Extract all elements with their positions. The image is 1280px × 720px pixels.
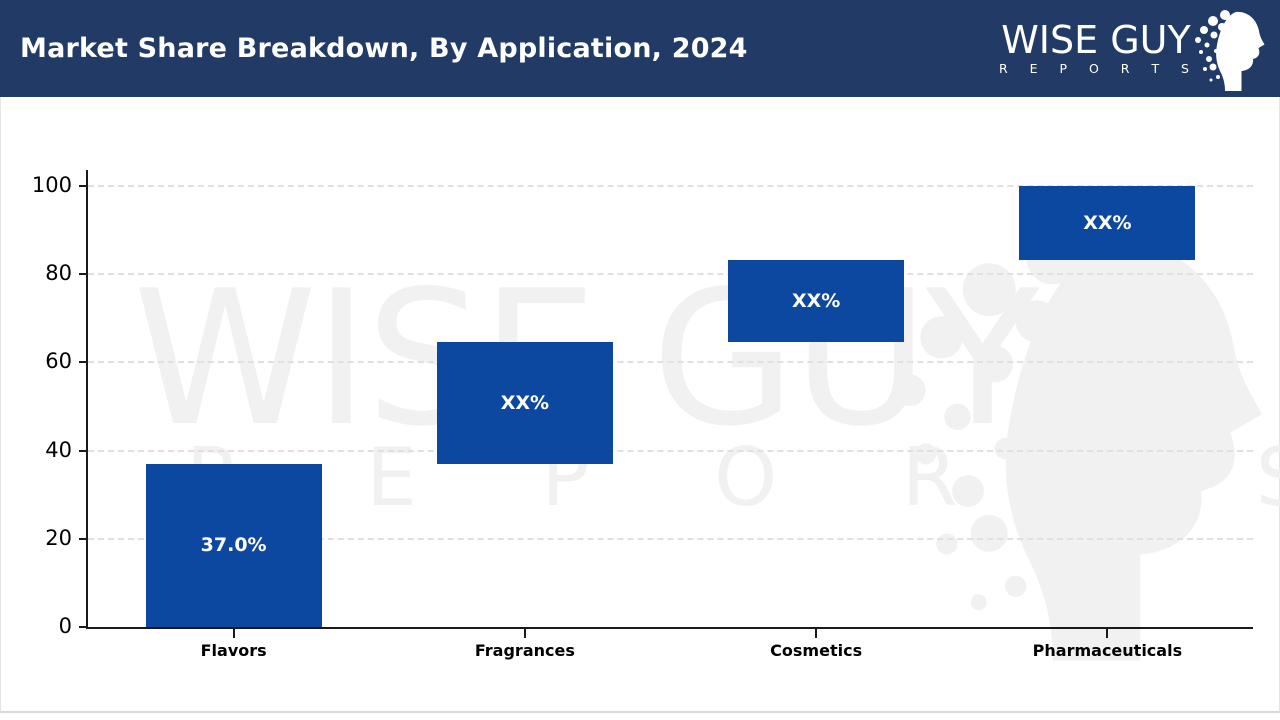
brand-logo: WISE GUY R E P O R T S	[994, 7, 1266, 91]
watermark-head-icon	[893, 231, 1263, 661]
brand-logo-text: WISE GUY R E P O R T S	[994, 21, 1198, 76]
header-bar: Market Share Breakdown, By Application, …	[0, 0, 1280, 97]
brand-name: WISE GUY	[1001, 18, 1191, 63]
brand-subname: R E P O R T S	[998, 61, 1198, 77]
head-profile-icon	[1195, 9, 1265, 91]
page-title: Market Share Breakdown, By Application, …	[20, 33, 748, 64]
